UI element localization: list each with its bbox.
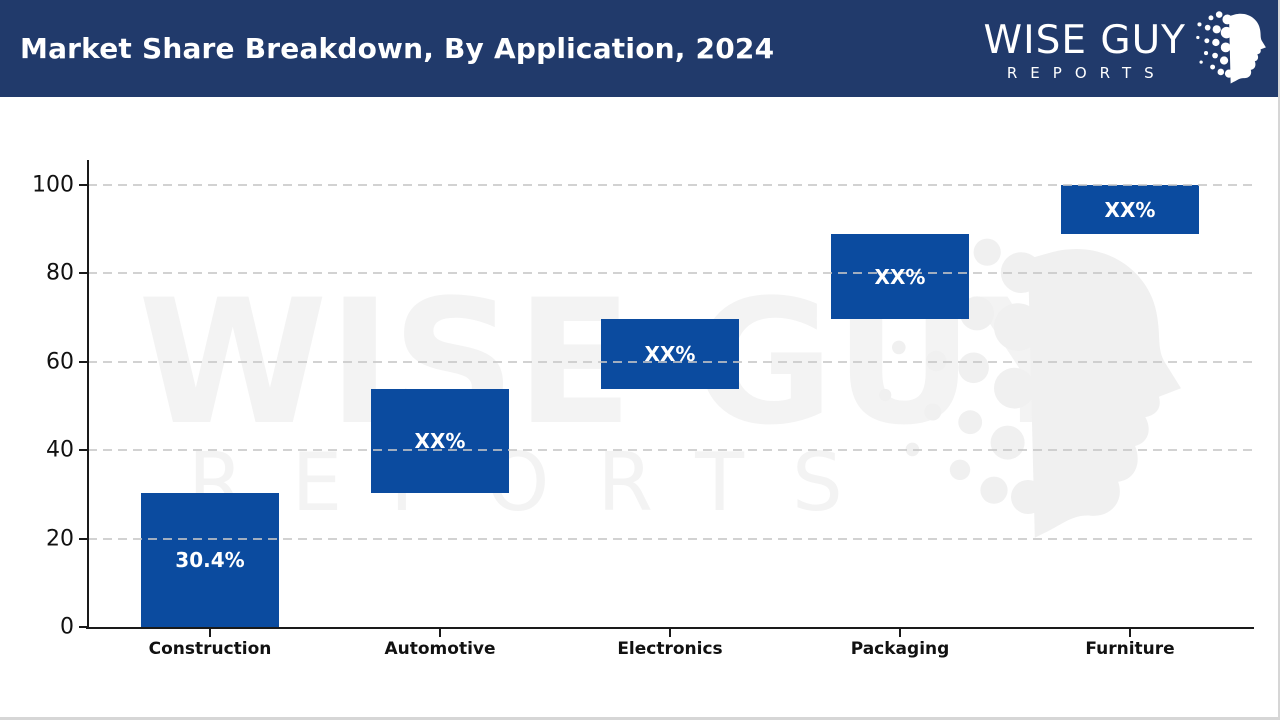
bar-electronics (601, 319, 739, 390)
bar-value-label: 30.4% (175, 547, 245, 572)
grid-line (88, 184, 1253, 186)
x-axis-category-label: Packaging (850, 639, 950, 659)
x-axis-line (86, 627, 1254, 629)
y-axis-tick-label: 40 (46, 437, 74, 463)
x-axis-tick (1129, 629, 1131, 637)
y-axis-tick (79, 537, 87, 540)
page-title: Market Share Breakdown, By Application, … (20, 32, 775, 65)
logo-wordmark: WISE GUY REPORTS (984, 21, 1186, 82)
y-axis-tick (79, 184, 87, 186)
y-axis-tick-label: 80 (46, 260, 74, 286)
x-axis-tick (439, 629, 441, 637)
x-axis-tick (899, 629, 901, 637)
brand-logo: WISE GUY REPORTS (984, 0, 1270, 97)
y-axis-tick (79, 272, 87, 275)
logo-subtext: REPORTS (1006, 64, 1167, 82)
y-axis-tick (79, 360, 87, 363)
bar-packaging (831, 234, 969, 320)
grid-line (88, 272, 1253, 275)
y-axis-line (87, 160, 89, 628)
bar-value-label: XX% (644, 342, 696, 367)
y-axis-tick-label: 100 (32, 172, 74, 198)
bar-construction (141, 492, 279, 627)
x-axis-category-label: Construction (148, 639, 272, 659)
x-axis-category-label: Automotive (384, 639, 496, 659)
watermark-reports-text: REPORTS (188, 436, 891, 529)
y-axis-tick-label: 20 (46, 526, 74, 552)
x-axis-category-label: Furniture (1085, 639, 1175, 659)
y-axis-tick-label: 60 (46, 349, 74, 375)
y-axis-tick (79, 626, 87, 628)
y-axis-tick (79, 449, 87, 452)
bar-furniture (1061, 185, 1199, 235)
logo-head-icon (1196, 10, 1266, 83)
x-axis-category-label: Electronics (617, 639, 723, 659)
grid-line (88, 537, 1253, 540)
grid-line (88, 360, 1253, 363)
bar-value-label: XX% (1104, 197, 1156, 222)
bar-automotive (371, 389, 509, 493)
bar-value-label: XX% (874, 264, 926, 289)
x-axis-tick (209, 629, 211, 637)
x-axis-tick (669, 629, 671, 637)
y-axis-tick-label: 0 (60, 614, 74, 640)
logo-word: WISE GUY (983, 18, 1186, 63)
bar-value-label: XX% (414, 428, 466, 453)
header: Market Share Breakdown, By Application, … (0, 0, 1278, 97)
grid-line (88, 449, 1253, 452)
